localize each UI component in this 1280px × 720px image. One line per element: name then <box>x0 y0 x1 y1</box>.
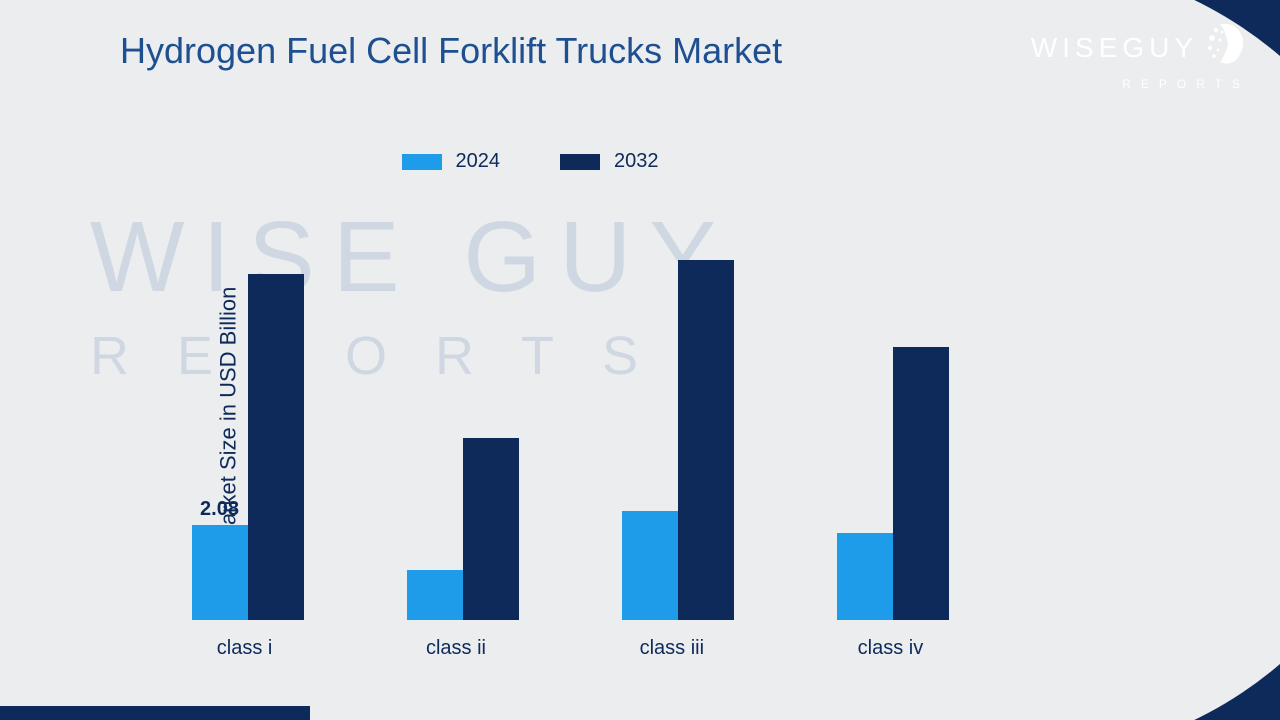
bar-group <box>407 438 519 620</box>
legend-swatch-2024 <box>402 154 442 170</box>
bar <box>463 438 519 620</box>
legend-label-2024: 2024 <box>456 150 501 173</box>
bar-group <box>837 347 949 620</box>
brand-subtitle: REPORTS <box>1031 77 1250 91</box>
bar <box>192 525 248 620</box>
bar <box>407 570 463 620</box>
footer-accent-bar <box>0 706 310 720</box>
brand-name-text: WISEGUY <box>1031 32 1198 64</box>
bar <box>893 347 949 620</box>
chart-area: 2024 2032 Market Size in USD Billion 2.0… <box>60 150 1000 680</box>
legend: 2024 2032 <box>60 150 1000 173</box>
legend-item-2032: 2032 <box>560 150 659 173</box>
legend-swatch-2032 <box>560 154 600 170</box>
x-axis-label: class ii <box>426 637 486 660</box>
bar-group: 2.08 <box>192 274 304 620</box>
bar-groups: 2.08 <box>140 210 1000 620</box>
x-axis-labels: class i class ii class iii class iv <box>140 637 1000 660</box>
x-axis-label: class iv <box>858 637 924 660</box>
brand-logo: WISEGUY REPORTS <box>1031 20 1250 91</box>
bar <box>837 533 893 620</box>
bar <box>622 511 678 620</box>
bar <box>248 274 304 620</box>
bar <box>678 260 734 620</box>
x-axis-label: class iii <box>640 637 704 660</box>
chart-canvas: WISEGUY REPORTS Hydrogen Fuel Cell Forkl… <box>0 0 1280 720</box>
brand-name: WISEGUY <box>1031 20 1250 75</box>
chart-title: Hydrogen Fuel Cell Forklift Trucks Marke… <box>120 30 820 71</box>
brand-head-icon <box>1202 20 1250 75</box>
legend-label-2032: 2032 <box>614 150 659 173</box>
bar-group <box>622 260 734 620</box>
x-axis-label: class i <box>217 637 273 660</box>
bar-data-label: 2.08 <box>200 498 239 521</box>
plot-area: Market Size in USD Billion 2.08 <box>140 210 1000 620</box>
legend-item-2024: 2024 <box>402 150 501 173</box>
